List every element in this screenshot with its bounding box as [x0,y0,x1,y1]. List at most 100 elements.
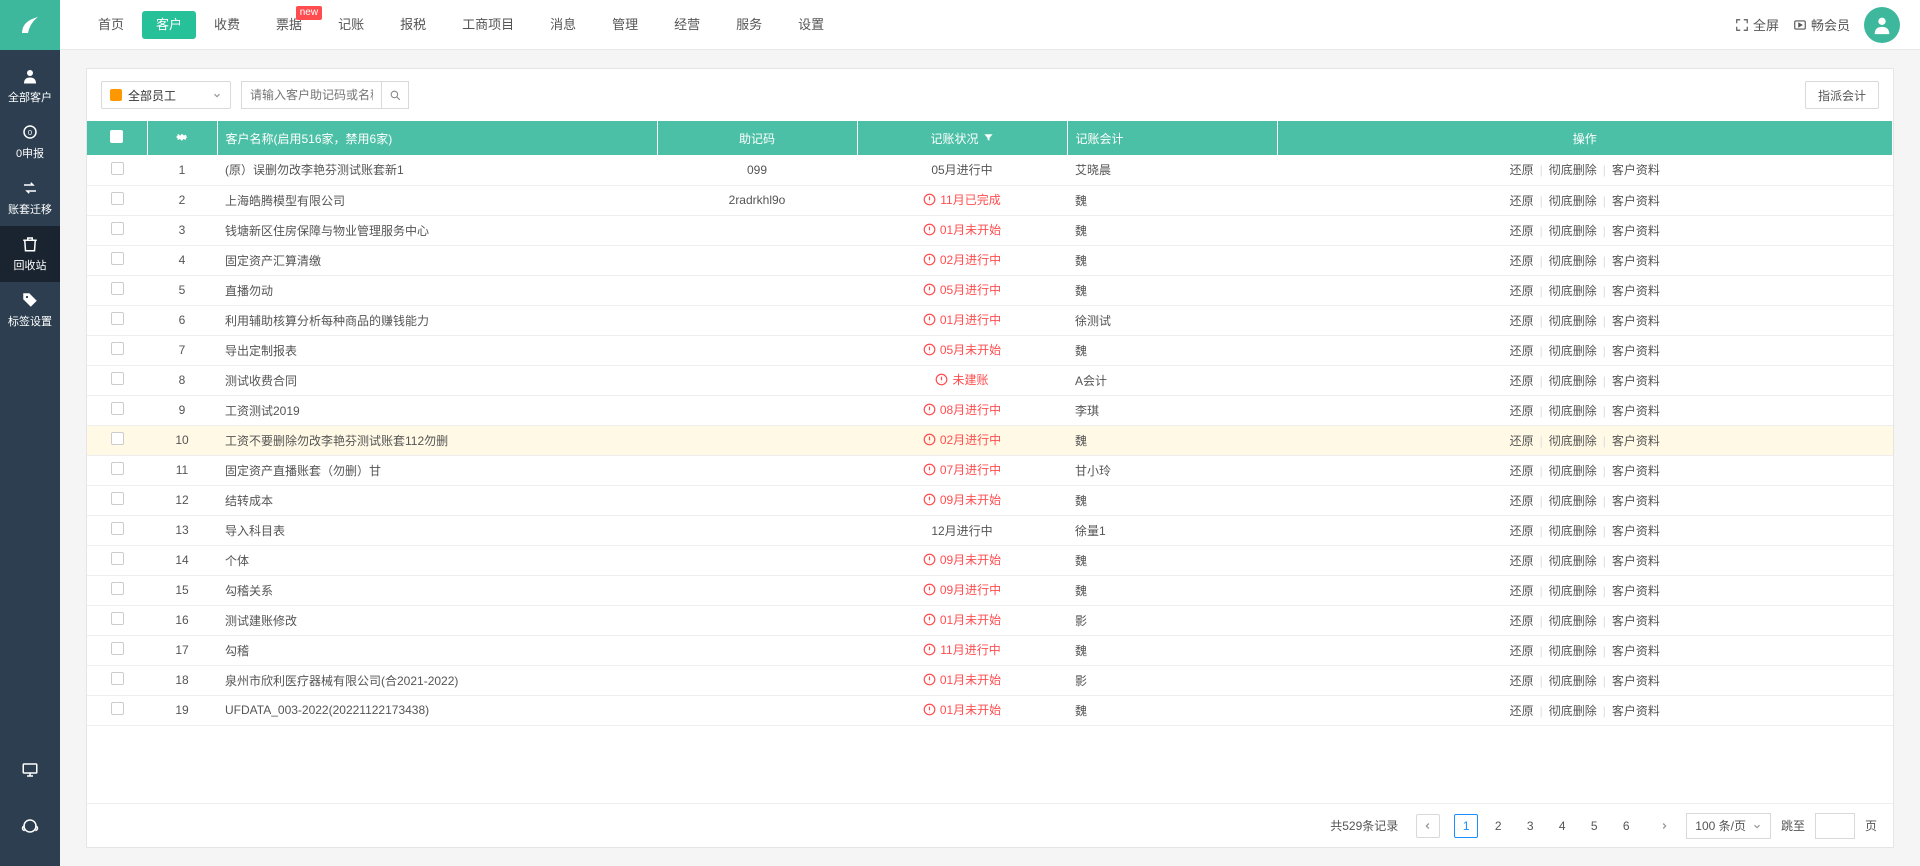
op-details[interactable]: 客户资料 [1612,464,1660,478]
row-name[interactable]: 固定资产直播账套（勿删）甘 [217,455,657,485]
row-checkbox[interactable] [111,492,124,505]
nav-首页[interactable]: 首页 [80,0,142,50]
op-delete[interactable]: 彻底删除 [1549,584,1597,598]
op-details[interactable]: 客户资料 [1612,224,1660,238]
op-details[interactable]: 客户资料 [1612,584,1660,598]
op-delete[interactable]: 彻底删除 [1549,254,1597,268]
row-name[interactable]: 结转成本 [217,485,657,515]
page-size-select[interactable]: 100 条/页 [1686,813,1771,839]
row-checkbox[interactable] [111,522,124,535]
logo[interactable] [0,0,60,50]
row-checkbox[interactable] [111,282,124,295]
sidebar-item-transfer[interactable]: 账套迁移 [0,170,60,226]
th-customer-name[interactable]: 客户名称(启用516家，禁用6家) [217,121,657,155]
row-checkbox[interactable] [111,432,124,445]
op-restore[interactable]: 还原 [1510,224,1534,238]
op-details[interactable]: 客户资料 [1612,704,1660,718]
search-input[interactable] [241,81,381,109]
row-name[interactable]: 测试建账修改 [217,605,657,635]
sidebar-item-tag[interactable]: 标签设置 [0,282,60,338]
op-restore[interactable]: 还原 [1510,404,1534,418]
row-name[interactable]: 工资测试2019 [217,395,657,425]
pager-page-3[interactable]: 3 [1518,814,1542,838]
row-checkbox[interactable] [111,312,124,325]
op-restore[interactable]: 还原 [1510,194,1534,208]
op-delete[interactable]: 彻底删除 [1549,614,1597,628]
row-name[interactable]: 导入科目表 [217,515,657,545]
row-name[interactable]: 泉州市欣利医疗器械有限公司(合2021-2022) [217,665,657,695]
member-button[interactable]: 畅会员 [1793,15,1850,34]
sidebar-support[interactable] [0,798,60,854]
row-name[interactable]: (原）误删勿改李艳芬测试账套新1 [217,155,657,185]
nav-客户[interactable]: 客户 [142,11,196,39]
row-checkbox[interactable] [111,192,124,205]
op-details[interactable]: 客户资料 [1612,674,1660,688]
op-details[interactable]: 客户资料 [1612,524,1660,538]
th-status[interactable]: 记账状况 [857,121,1067,155]
op-delete[interactable]: 彻底删除 [1549,434,1597,448]
th-ops[interactable]: 操作 [1277,121,1893,155]
row-checkbox[interactable] [111,252,124,265]
op-delete[interactable]: 彻底删除 [1549,494,1597,508]
op-delete[interactable]: 彻底删除 [1549,704,1597,718]
op-details[interactable]: 客户资料 [1612,644,1660,658]
row-checkbox[interactable] [111,582,124,595]
employee-select[interactable]: 全部员工 [101,81,231,109]
op-restore[interactable]: 还原 [1510,554,1534,568]
op-restore[interactable]: 还原 [1510,284,1534,298]
row-name[interactable]: 直播勿动 [217,275,657,305]
row-checkbox[interactable] [111,612,124,625]
row-name[interactable]: 个体 [217,545,657,575]
row-name[interactable]: 勾稽关系 [217,575,657,605]
row-name[interactable]: 测试收费合同 [217,365,657,395]
op-restore[interactable]: 还原 [1510,163,1534,177]
op-delete[interactable]: 彻底删除 [1549,464,1597,478]
nav-记账[interactable]: 记账 [320,0,382,50]
nav-工商项目[interactable]: 工商项目 [444,0,532,50]
op-restore[interactable]: 还原 [1510,494,1534,508]
row-checkbox[interactable] [111,342,124,355]
op-details[interactable]: 客户资料 [1612,494,1660,508]
op-delete[interactable]: 彻底删除 [1549,674,1597,688]
nav-票据[interactable]: 票据new [258,0,320,50]
op-details[interactable]: 客户资料 [1612,434,1660,448]
op-details[interactable]: 客户资料 [1612,163,1660,177]
sidebar-monitor[interactable] [0,742,60,798]
op-delete[interactable]: 彻底删除 [1549,284,1597,298]
op-restore[interactable]: 还原 [1510,614,1534,628]
op-restore[interactable]: 还原 [1510,464,1534,478]
nav-管理[interactable]: 管理 [594,0,656,50]
search-button[interactable] [381,81,409,109]
row-checkbox[interactable] [111,702,124,715]
row-checkbox[interactable] [111,642,124,655]
op-details[interactable]: 客户资料 [1612,284,1660,298]
op-details[interactable]: 客户资料 [1612,194,1660,208]
pager-page-4[interactable]: 4 [1550,814,1574,838]
row-name[interactable]: 利用辅助核算分析每种商品的赚钱能力 [217,305,657,335]
nav-收费[interactable]: 收费 [196,0,258,50]
pager-prev[interactable] [1416,814,1440,838]
op-delete[interactable]: 彻底删除 [1549,524,1597,538]
op-details[interactable]: 客户资料 [1612,254,1660,268]
th-accountant[interactable]: 记账会计 [1067,121,1277,155]
nav-消息[interactable]: 消息 [532,0,594,50]
nav-设置[interactable]: 设置 [780,0,842,50]
row-name[interactable]: 上海皓腾模型有限公司 [217,185,657,215]
op-restore[interactable]: 还原 [1510,584,1534,598]
pager-page-1[interactable]: 1 [1454,814,1478,838]
th-mnemonic[interactable]: 助记码 [657,121,857,155]
row-name[interactable]: 钱塘新区住房保障与物业管理服务中心 [217,215,657,245]
pager-next[interactable] [1652,814,1676,838]
row-checkbox[interactable] [111,672,124,685]
op-restore[interactable]: 还原 [1510,704,1534,718]
nav-经营[interactable]: 经营 [656,0,718,50]
row-name[interactable]: 勾稽 [217,635,657,665]
settings-column-header[interactable] [147,121,217,155]
op-delete[interactable]: 彻底删除 [1549,224,1597,238]
op-details[interactable]: 客户资料 [1612,374,1660,388]
row-name[interactable]: UFDATA_003-2022(20221122173438) [217,695,657,725]
op-delete[interactable]: 彻底删除 [1549,163,1597,177]
avatar[interactable] [1864,7,1900,43]
row-name[interactable]: 固定资产汇算清缴 [217,245,657,275]
row-checkbox[interactable] [111,402,124,415]
